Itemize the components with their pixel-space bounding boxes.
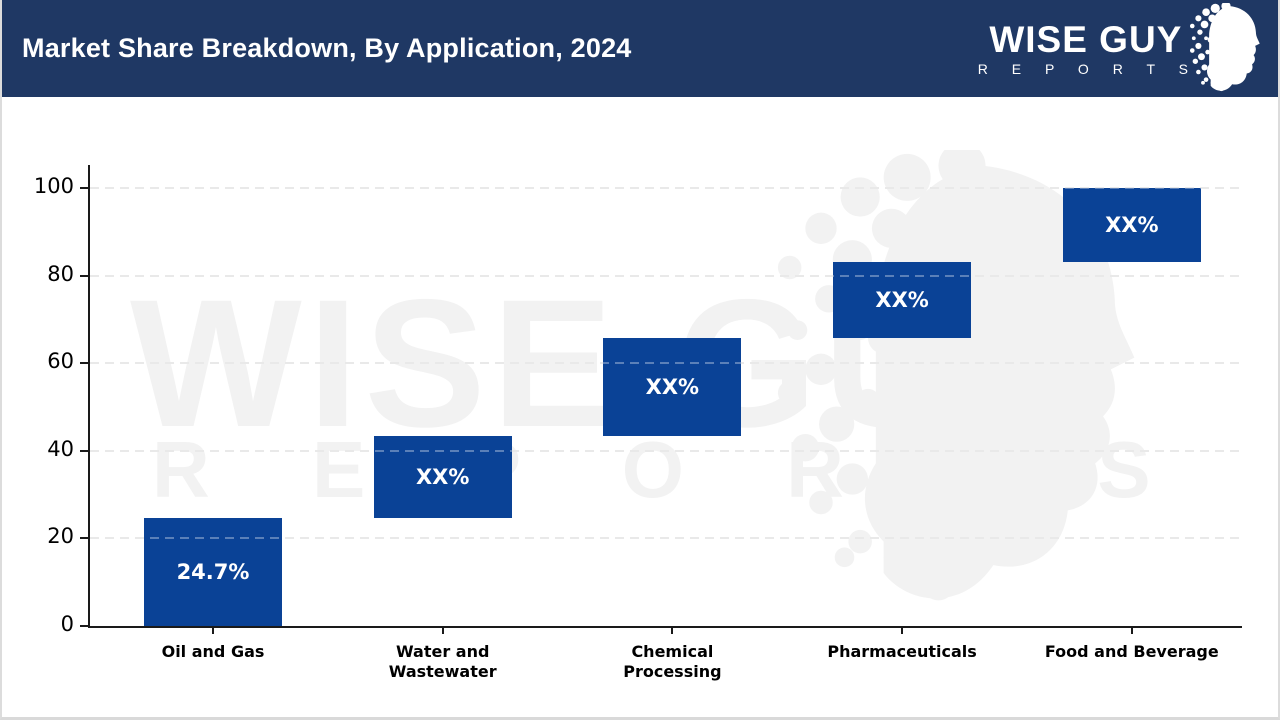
y-tick-label-40: 40 [47,436,74,461]
y-tick-0 [80,625,88,627]
bar-value-label-food-and-beverage: XX% [1105,212,1159,237]
y-tick-100 [80,187,88,189]
x-tick-oil-and-gas [212,626,214,634]
gridline-overlay-100 [90,187,1242,189]
y-tick-label-0: 0 [60,612,74,636]
gridline-overlay-20 [90,537,1242,540]
x-tick-chemical-processing [671,626,674,634]
y-tick-label-80: 80 [47,261,74,286]
page-title: Market Share Breakdown, By Application, … [22,33,632,63]
gridline-overlay-80 [90,274,1242,277]
y-tick-label-20: 20 [47,524,74,549]
bar-value-label-pharmaceuticals: XX% [875,287,929,312]
bar-chemical-processing [603,337,742,436]
y-tick-label-60: 60 [47,349,74,374]
brand-logo: WISE GUY R E P O R T S [974,2,1278,95]
bar-food-and-beverage [1062,188,1201,262]
plot-area: 0 20 40 60 80 100 24.7% Oil and Gas XX% Water and… [2,97,1278,717]
bar-value-label-oil-and-gas: 24.7% [176,559,250,584]
x-axis-label-oil-and-gas: Oil and Gas [161,642,265,661]
bar-pharmaceuticals [833,261,972,338]
x-tick-water-and-wastewater [441,626,444,634]
x-axis-line [88,626,1242,628]
gridline-80 [90,274,1242,277]
x-axis-label-water-and-wastewater: Water and Wastewater [388,642,497,681]
gridline-overlay-40 [90,449,1242,452]
y-tick-40 [80,449,88,452]
gridline-100 [90,187,1242,189]
bar-value-label-chemical-processing: XX% [645,374,700,399]
header-bar: Market Share Breakdown, By Application, … [2,0,1278,97]
x-tick-food-and-beverage [1130,626,1133,634]
brand-logo-text: WISE GUY R E P O R T S [974,21,1198,77]
y-tick-60 [80,362,88,365]
x-axis-label-food-and-beverage: Food and Beverage [1044,642,1219,661]
bar-water-and-wastewater [373,435,512,518]
bar-value-label-water-and-wastewater: XX% [415,464,470,489]
gridline-20 [90,537,1242,540]
y-tick-80 [80,274,88,277]
y-axis-line [88,165,90,626]
y-tick-label-100: 100 [33,174,74,198]
gridline-overlay-60 [90,362,1242,365]
brand-subtitle: R E P O R T S [977,60,1198,77]
brand-name: WISE GUY [989,18,1183,60]
gridline-40 [90,449,1242,452]
y-tick-20 [80,537,88,540]
bar-oil-and-gas [144,517,282,626]
x-axis-label-pharmaceuticals: Pharmaceuticals [827,642,977,661]
x-axis-label-chemical-processing: Chemical Processing [623,642,722,681]
x-tick-pharmaceuticals [901,626,904,634]
